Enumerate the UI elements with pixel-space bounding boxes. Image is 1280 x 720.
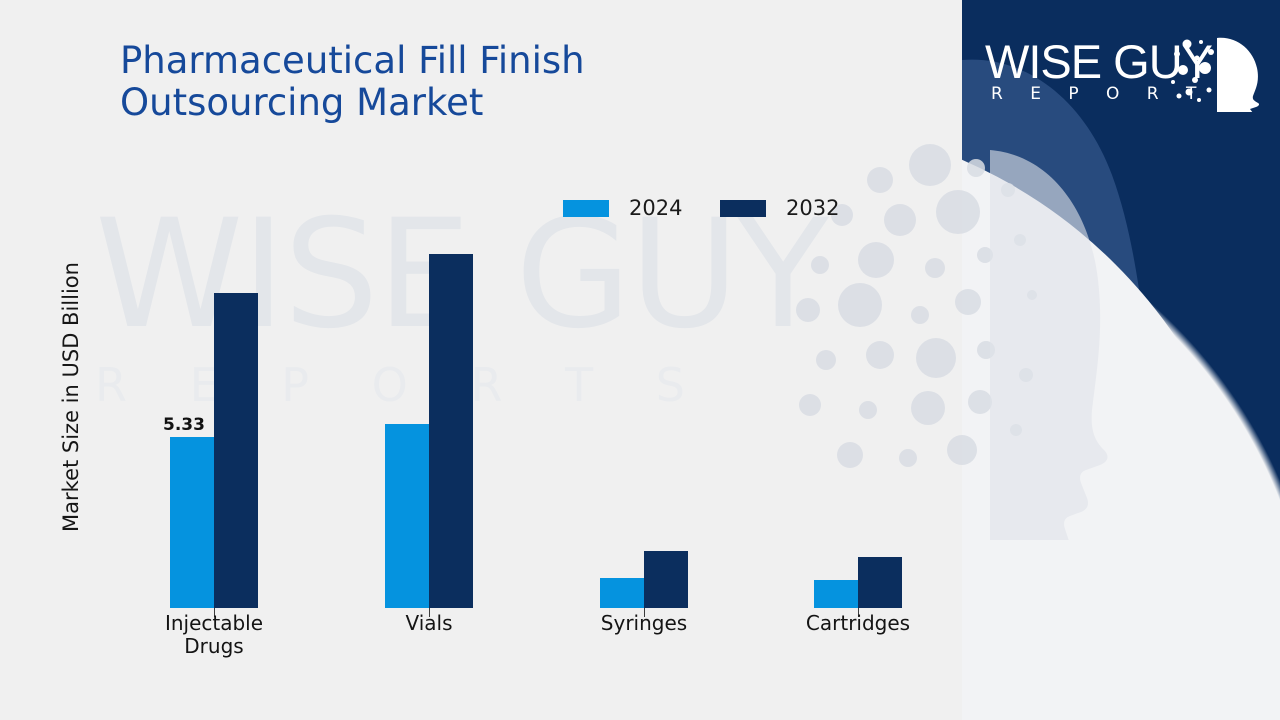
brand-logo-text: WISE GUY bbox=[985, 35, 1213, 88]
x-axis-tick-label-injectable-drugs: Injectable Drugs bbox=[124, 611, 304, 659]
x-axis-tick-label-part: Drugs bbox=[184, 634, 244, 659]
x-axis-tick-label-part: Injectable bbox=[164, 611, 264, 635]
bar-2024-vials bbox=[385, 423, 429, 608]
legend-label-2032: 2032 bbox=[786, 196, 840, 220]
brand-logo: WISE GUY R E P O R T S bbox=[985, 34, 1275, 116]
page-title-line-1: Pharmaceutical Fill Finish bbox=[120, 39, 585, 82]
x-axis-tick bbox=[858, 608, 859, 617]
bar-value-label: 5.33 bbox=[163, 415, 205, 435]
brand-head-icon bbox=[1171, 37, 1260, 112]
bar-2024-cartridges bbox=[814, 580, 858, 608]
legend-item-2032[interactable]: 2032 bbox=[720, 196, 839, 220]
x-axis-tick bbox=[644, 608, 645, 617]
bar-2032-syringes bbox=[644, 550, 688, 608]
bar-2032-vials bbox=[429, 253, 473, 608]
x-axis-tick bbox=[429, 608, 430, 617]
legend-item-2024[interactable]: 2024 bbox=[563, 196, 682, 220]
x-axis-tick bbox=[214, 608, 215, 617]
legend-label-2024: 2024 bbox=[629, 196, 683, 220]
x-axis-tick-label-vials: Vials bbox=[405, 611, 453, 635]
x-axis-tick-label-syringes: Syringes bbox=[600, 611, 688, 635]
bar-2032-injectable-drugs bbox=[214, 292, 258, 608]
bar-2024-syringes bbox=[600, 577, 644, 608]
bar-2024-injectable-drugs bbox=[170, 437, 214, 608]
x-axis-tick-label-cartridges: Cartridges bbox=[805, 611, 911, 635]
brand-logo-subtext: R E P O R T S bbox=[991, 84, 1246, 104]
bar-2032-cartridges bbox=[858, 557, 902, 608]
plot-area: 5.33 Injectable Drugs Vials Syringes Cartridg… bbox=[124, 253, 911, 659]
page-title: Pharmaceutical Fill Finish Outsourcing M… bbox=[120, 39, 760, 125]
legend-swatch-2024 bbox=[563, 199, 609, 217]
page-title-line-2: Outsourcing Market bbox=[120, 81, 484, 125]
legend-swatch-2032 bbox=[720, 199, 766, 217]
